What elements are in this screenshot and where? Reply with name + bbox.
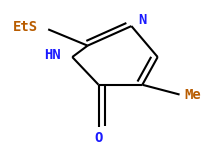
Text: Me: Me: [184, 88, 201, 102]
Text: N: N: [138, 13, 146, 27]
Text: EtS: EtS: [13, 20, 38, 34]
Text: HN: HN: [45, 48, 61, 62]
Text: O: O: [94, 131, 103, 145]
